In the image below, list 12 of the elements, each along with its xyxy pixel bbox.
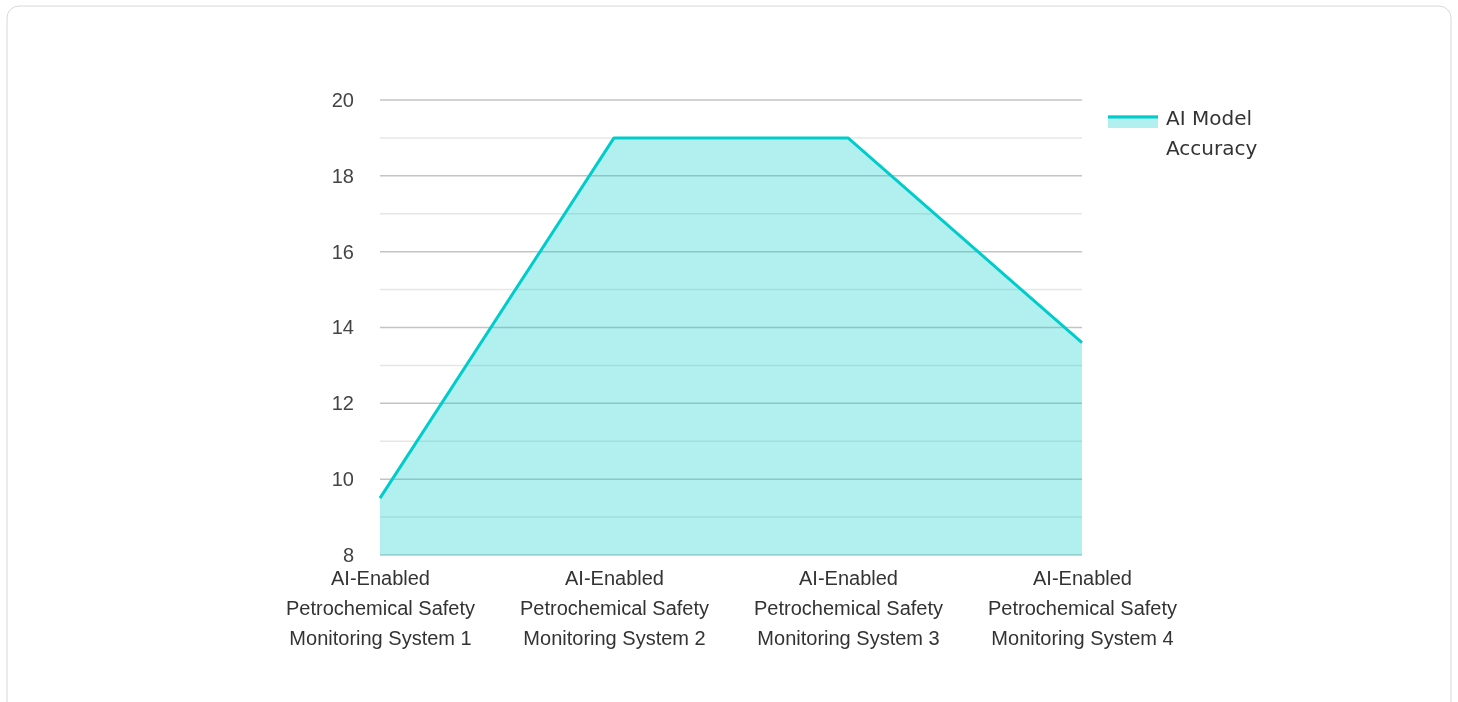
legend-label: AI Model Accuracy [1166, 106, 1258, 160]
y-tick-label: 8 [342, 543, 354, 566]
x-tick-label: AI-Enabled Petrochemical Safety Monitoring System 3 [754, 567, 943, 650]
y-tick-label: 20 [331, 88, 354, 111]
y-tick-label: 12 [331, 392, 354, 415]
y-tick-label: 16 [331, 240, 354, 263]
y-tick-label: 14 [331, 316, 354, 339]
y-tick-label: 18 [331, 164, 354, 187]
x-tick-label: AI-Enabled Petrochemical Safety Monitoring System 2 [520, 567, 709, 650]
x-tick-label: AI-Enabled Petrochemical Safety Monitoring System 1 [286, 567, 475, 650]
y-tick-label: 10 [331, 468, 354, 491]
x-tick-label: AI-Enabled Petrochemical Safety Monitoring System 4 [988, 567, 1177, 650]
